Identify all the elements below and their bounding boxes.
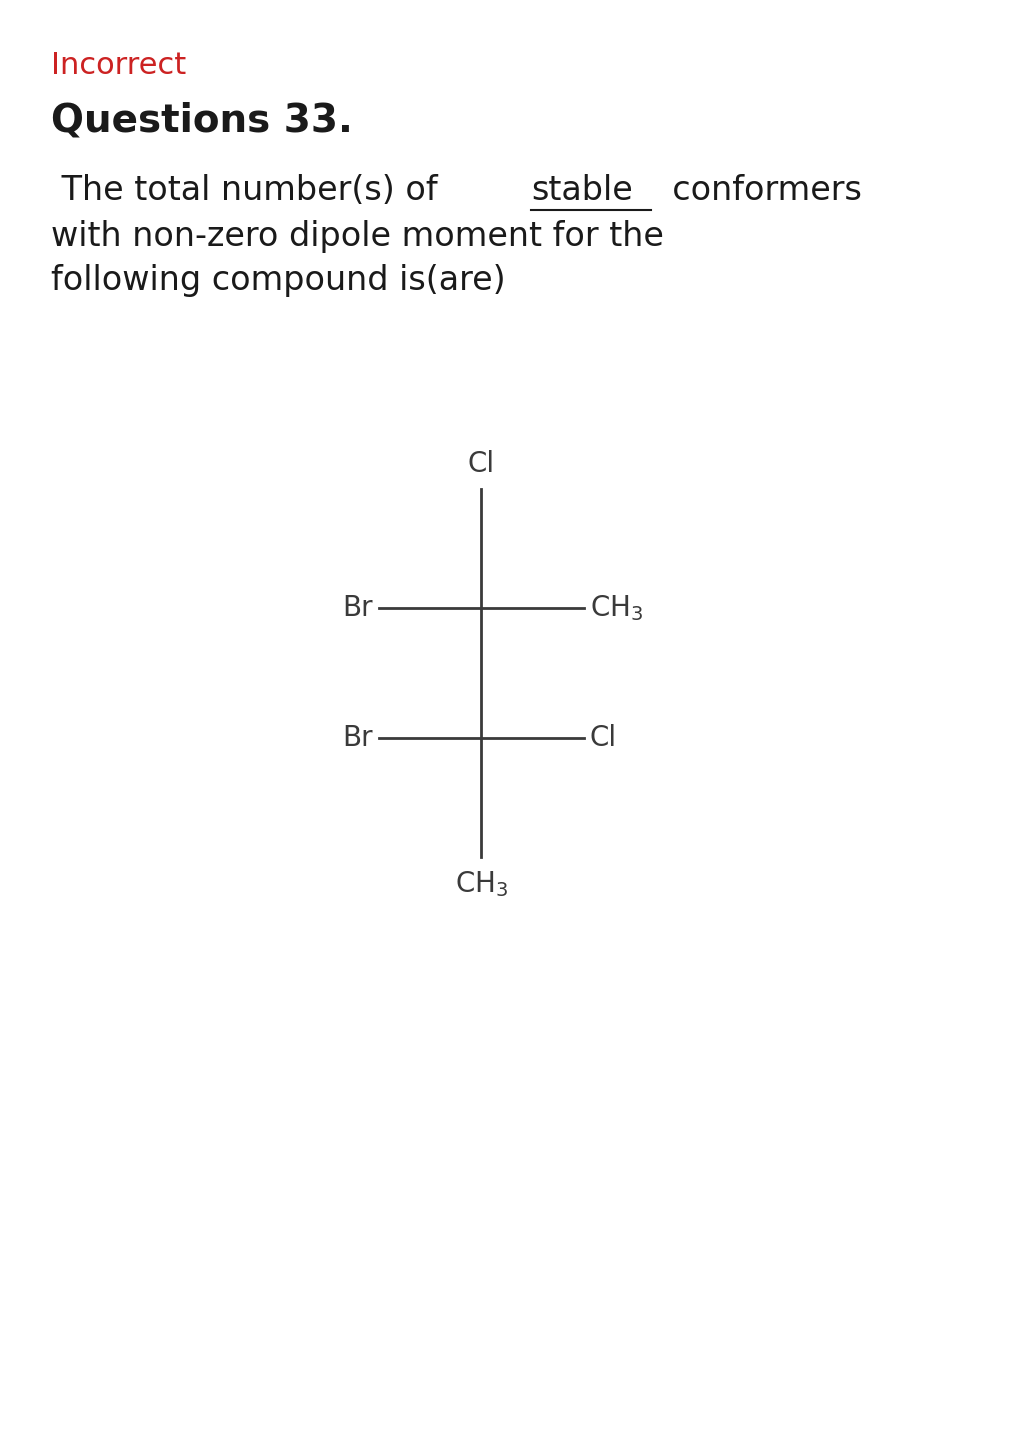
Text: Cl: Cl <box>590 724 616 753</box>
Text: Questions 33.: Questions 33. <box>51 101 353 139</box>
Text: Br: Br <box>342 594 373 623</box>
Text: following compound is(are): following compound is(are) <box>51 264 506 297</box>
Text: CH$_3$: CH$_3$ <box>590 594 643 623</box>
Text: stable: stable <box>531 174 633 207</box>
Text: CH$_3$: CH$_3$ <box>455 869 508 899</box>
Text: conformers: conformers <box>651 174 862 207</box>
Text: Incorrect: Incorrect <box>51 51 186 80</box>
Text: Br: Br <box>342 724 373 753</box>
Text: Cl: Cl <box>468 450 495 478</box>
Text: The total number(s) of: The total number(s) of <box>51 174 449 207</box>
Text: with non-zero dipole moment for the: with non-zero dipole moment for the <box>51 220 665 253</box>
